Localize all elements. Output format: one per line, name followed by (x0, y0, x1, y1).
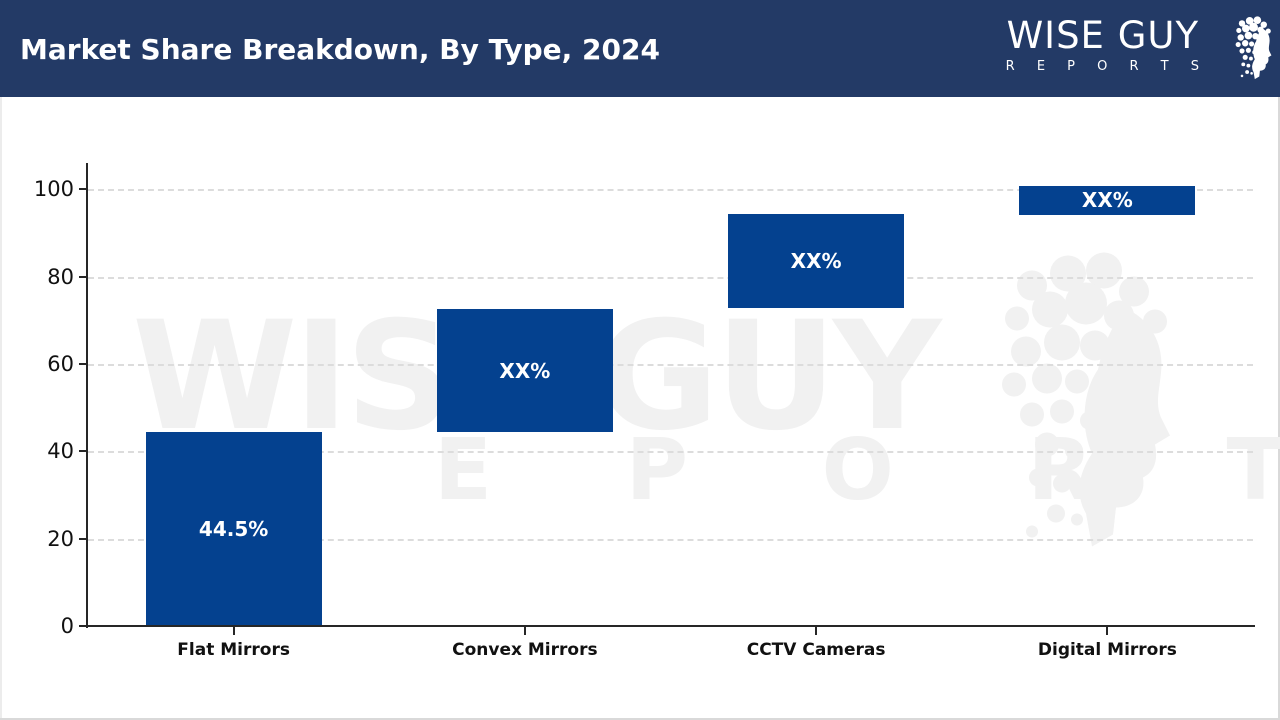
bar-value-label: XX% (1081, 188, 1133, 213)
bar-value-label: XX% (790, 248, 842, 273)
brand-logo: WISE GUY R E P O R T S (998, 14, 1208, 74)
bar-value-label: 44.5% (198, 516, 269, 541)
x-axis-spine (86, 625, 1255, 627)
x-category-label-cctv-cameras: CCTV Cameras (746, 640, 886, 660)
dotted-face-icon (1235, 16, 1272, 80)
plot-area: 44.5% XX% XX% XX% (88, 163, 1253, 626)
brand-logo-face (1210, 7, 1274, 91)
y-tick-label: 40 (47, 439, 74, 464)
y-tick-mark (79, 450, 87, 453)
watermark-face-graphic (882, 238, 1182, 573)
bar-digital-mirrors: XX% (1019, 185, 1196, 215)
header-bar: Market Share Breakdown, By Type, 2024 WI… (0, 0, 1280, 97)
x-category-label-flat-mirrors: Flat Mirrors (177, 640, 290, 660)
y-tick-mark (79, 625, 87, 627)
gridline-80 (88, 276, 1253, 279)
x-tick-mark-digital-mirrors (1106, 627, 1109, 635)
y-tick-mark (79, 362, 87, 365)
bar-flat-mirrors: 44.5% (145, 431, 322, 626)
gridline-20 (88, 538, 1253, 541)
gridline-60 (88, 363, 1253, 366)
bar-convex-mirrors: XX% (436, 308, 613, 433)
brand-logo-name: WISE GUY (1006, 14, 1200, 57)
dotted-face-icon (1002, 252, 1170, 547)
y-axis-spine (86, 163, 88, 628)
x-category-label-convex-mirrors: Convex Mirrors (452, 640, 598, 660)
y-tick-mark (79, 188, 87, 191)
y-tick-label: 0 (60, 614, 74, 638)
bar-value-label: XX% (499, 358, 551, 383)
x-tick-mark-convex-mirrors (523, 627, 526, 635)
y-tick-mark (79, 275, 87, 278)
x-tick-mark-flat-mirrors (232, 627, 235, 635)
bars: 44.5% XX% XX% XX% (88, 163, 1253, 626)
x-category-label-digital-mirrors: Digital Mirrors (1037, 640, 1177, 660)
brand-logo-subtitle: R E P O R T S (1005, 58, 1208, 74)
y-tick-label: 20 (47, 526, 74, 551)
y-tick-label: 80 (47, 264, 74, 289)
page-title: Market Share Breakdown, By Type, 2024 (20, 33, 660, 66)
y-tick-label: 100 (33, 177, 74, 202)
y-tick-mark (79, 537, 87, 540)
x-tick-mark-cctv-cameras (815, 627, 818, 635)
y-tick-label: 60 (47, 351, 74, 376)
gridline-40 (88, 451, 1253, 454)
bar-cctv-cameras: XX% (728, 213, 905, 308)
gridline-100 (88, 189, 1253, 192)
